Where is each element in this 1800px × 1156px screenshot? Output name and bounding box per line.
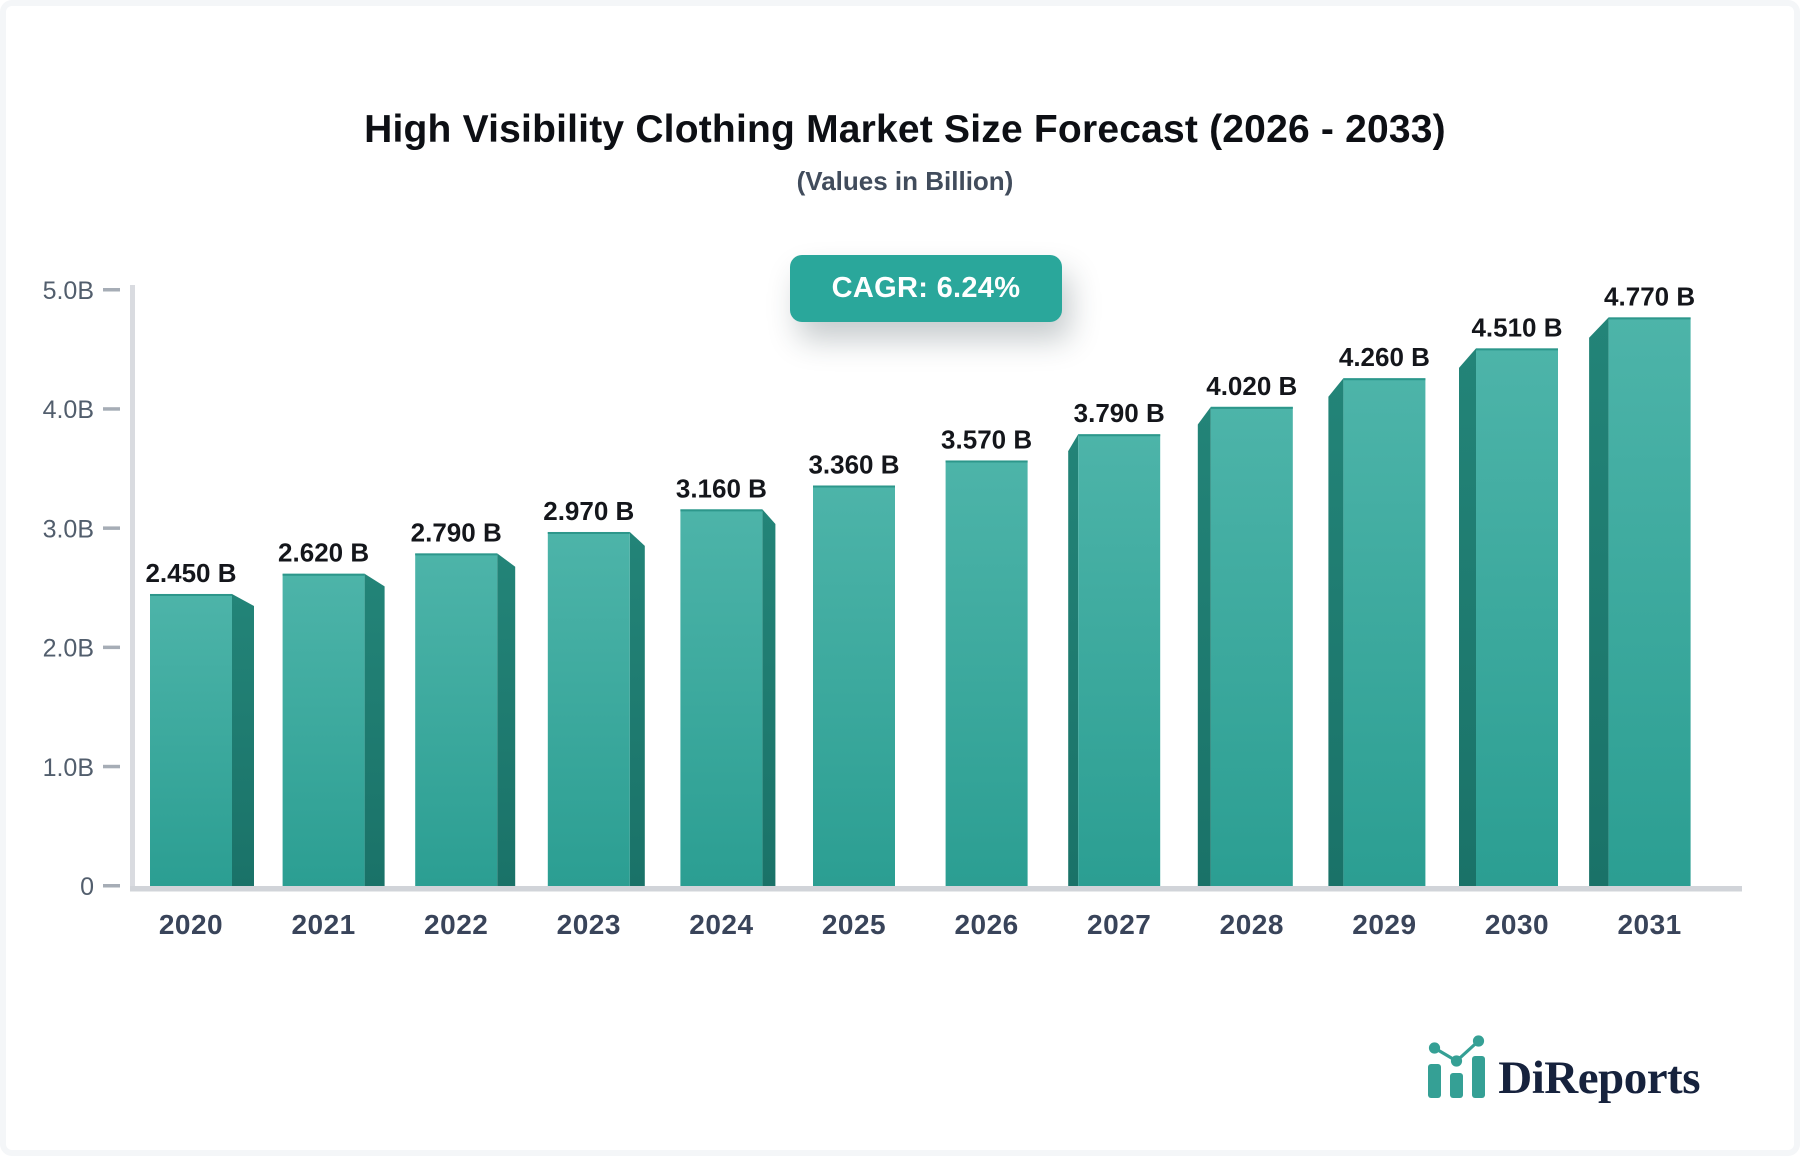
bar-2027: [1078, 434, 1161, 888]
y-tick-label-3.0B: 3.0B: [43, 515, 94, 543]
bar-2023: [547, 531, 630, 888]
cagr-badge: CAGR: 6.24%: [790, 255, 1062, 322]
bar-side-2022: [497, 553, 516, 889]
x-tick-label-2022: 2022: [424, 909, 488, 940]
bar-value-2030: 4.510 B: [1471, 312, 1562, 342]
y-tick-label-0: 0: [80, 873, 94, 901]
bar-value-2028: 4.020 B: [1206, 371, 1297, 401]
y-tick-label-2.0B: 2.0B: [43, 635, 94, 663]
bar-side-2024: [762, 509, 776, 889]
y-tick-mark: [103, 526, 120, 530]
x-tick-label-2026: 2026: [954, 909, 1018, 940]
x-tick-label-2027: 2027: [1087, 909, 1151, 940]
chart-subtitle: (Values in Billion): [796, 166, 1014, 196]
bar-value-2024: 3.160 B: [676, 473, 767, 503]
bar-side-2031: [1589, 317, 1609, 889]
bar-value-2026: 3.570 B: [941, 424, 1032, 454]
bar-value-2022: 2.790 B: [411, 517, 502, 547]
x-tick-label-2028: 2028: [1220, 909, 1284, 940]
bar-2031: [1608, 317, 1691, 888]
y-tick-mark: [103, 764, 120, 769]
bar-2022: [415, 553, 498, 888]
bar-value-2025: 3.360 B: [808, 449, 899, 479]
bar-2026: [945, 460, 1028, 888]
y-tick-mark: [103, 288, 120, 292]
bar-side-2027: [1068, 434, 1079, 889]
bar-2028: [1210, 406, 1293, 888]
y-tick-mark: [103, 645, 120, 650]
bar-side-2028: [1197, 406, 1211, 889]
bar-value-2027: 3.790 B: [1074, 398, 1165, 428]
bar-side-2021: [364, 573, 385, 889]
bar-value-2020: 2.450 B: [145, 558, 236, 588]
chart-header: High Visibility Clothing Market Size For…: [0, 108, 1800, 197]
chart-title: High Visibility Clothing Market Size For…: [364, 108, 1446, 151]
bar-2030: [1476, 348, 1558, 889]
x-tick-label-2030: 2030: [1485, 909, 1549, 940]
x-tick-label-2021: 2021: [291, 909, 355, 940]
y-tick-mark: [103, 884, 120, 888]
y-tick-label-1.0B: 1.0B: [43, 754, 94, 782]
brand-name: DiReports: [1498, 1052, 1700, 1104]
bar-2021: [282, 573, 365, 888]
bar-2029: [1343, 378, 1426, 888]
brand-logo: DiReports: [1426, 1032, 1700, 1102]
bar-side-2023: [629, 531, 645, 889]
y-axis-line: [130, 285, 135, 891]
bar-value-2029: 4.260 B: [1339, 342, 1430, 372]
bar-value-2023: 2.970 B: [543, 496, 634, 526]
brand-logo-icon: [1428, 1035, 1486, 1098]
x-tick-label-2029: 2029: [1352, 909, 1416, 940]
y-tick-label-4.0B: 4.0B: [43, 396, 94, 424]
bar-2024: [680, 509, 763, 888]
x-tick-label-2024: 2024: [689, 909, 753, 940]
bar-value-2031: 4.770 B: [1604, 281, 1695, 311]
y-tick-label-5.0B: 5.0B: [43, 277, 94, 305]
bar-side-2020: [232, 593, 254, 889]
cagr-badge-label: CAGR: 6.24%: [831, 272, 1021, 304]
bar-2020: [150, 593, 232, 888]
y-tick-mark: [103, 407, 120, 411]
x-tick-label-2023: 2023: [557, 909, 621, 940]
x-axis-line: [130, 886, 1742, 892]
x-tick-label-2025: 2025: [822, 909, 886, 940]
bar-side-2029: [1328, 378, 1344, 889]
x-tick-label-2031: 2031: [1617, 909, 1681, 940]
bar-side-2030: [1459, 348, 1476, 890]
bar-value-2021: 2.620 B: [278, 538, 369, 568]
x-tick-label-2020: 2020: [159, 909, 223, 940]
bar-2025: [813, 485, 895, 888]
